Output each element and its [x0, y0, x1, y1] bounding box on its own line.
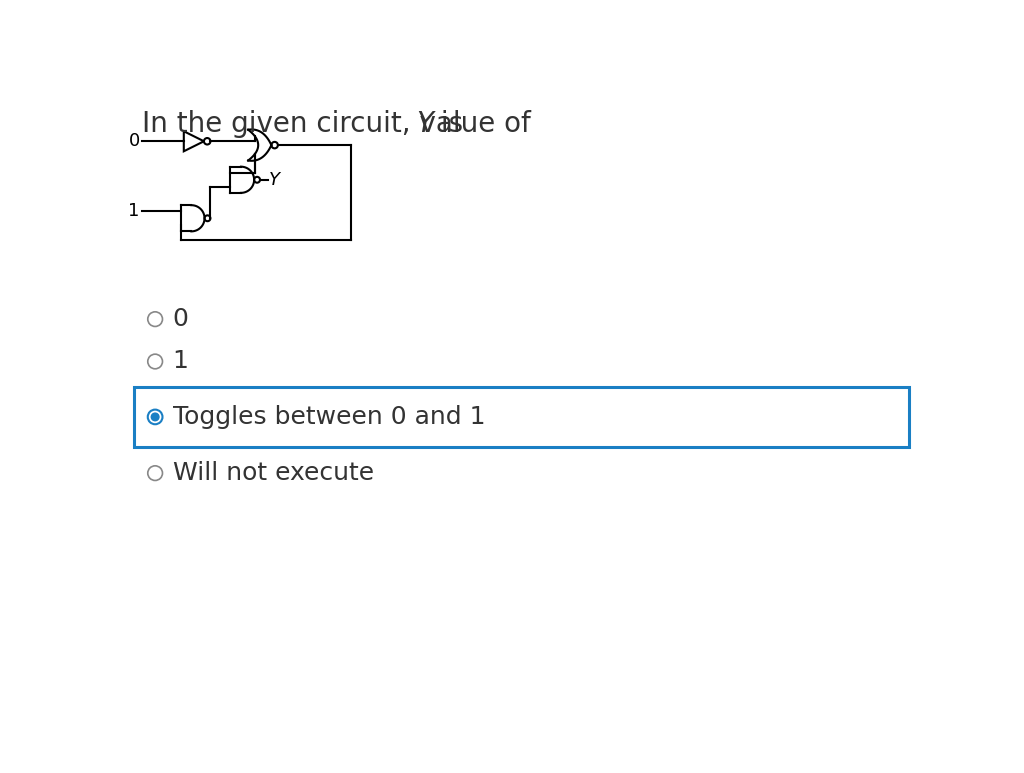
Text: 0: 0 [173, 307, 188, 331]
Text: Y: Y [417, 111, 433, 138]
Text: 1: 1 [128, 202, 139, 220]
Text: Toggles between 0 and 1: Toggles between 0 and 1 [173, 405, 485, 429]
Text: 0: 0 [128, 132, 139, 150]
Text: In the given circuit, value of: In the given circuit, value of [142, 111, 540, 138]
Text: is: is [432, 111, 463, 138]
Text: Will not execute: Will not execute [173, 461, 374, 485]
FancyBboxPatch shape [134, 387, 909, 447]
Text: Y: Y [269, 171, 281, 189]
Circle shape [152, 413, 159, 421]
Text: 1: 1 [173, 349, 188, 373]
